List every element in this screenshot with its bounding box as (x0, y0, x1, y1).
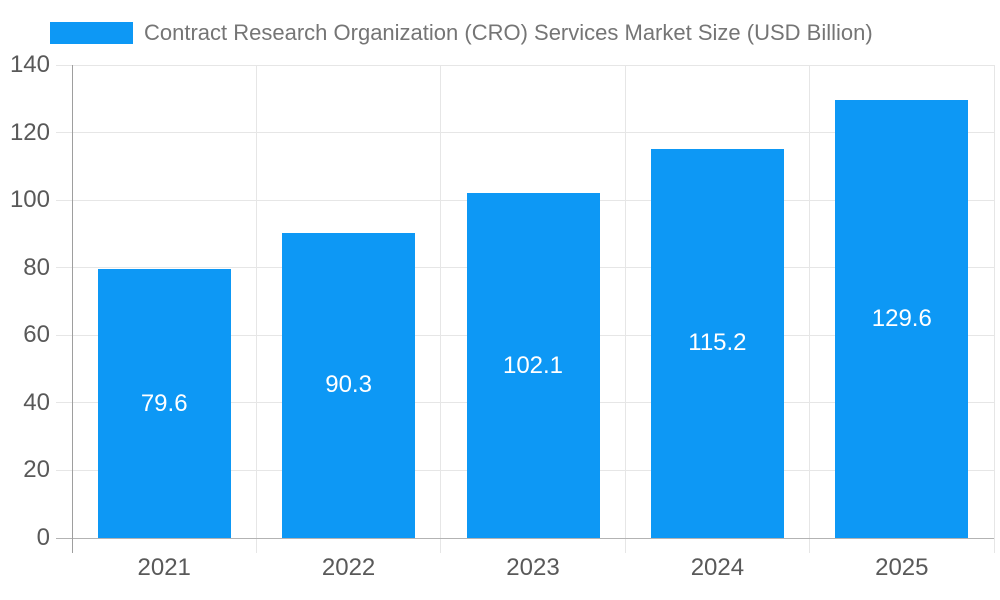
bar-2023: 102.1 (466, 193, 600, 538)
x-axis-tick-label: 2022 (321, 554, 376, 581)
bar-value-label: 129.6 (871, 305, 932, 333)
gridline-x-boundary (993, 65, 995, 553)
x-axis-tick-label: 2024 (690, 554, 745, 581)
gridline-y-120 (56, 132, 994, 134)
bar-2024: 115.2 (650, 148, 784, 538)
y-axis-tick-label: 140 (9, 51, 50, 78)
y-axis-tick-label: 100 (9, 186, 50, 214)
y-axis-tick-label: 0 (36, 524, 50, 551)
x-axis-tick-label: 2021 (137, 554, 191, 581)
y-axis-line (72, 65, 73, 553)
y-axis-tick-label: 80 (23, 253, 50, 281)
y-axis-tick-label: 20 (23, 456, 50, 484)
legend-swatch (50, 22, 133, 44)
y-axis-tick-label: 60 (23, 321, 50, 349)
bar-2021: 79.6 (97, 269, 231, 538)
gridline-x-boundary (624, 65, 626, 553)
bar-value-label: 79.6 (140, 389, 188, 417)
plot-area: 79.6 90.3 102.1 115.2 129.6 (56, 64, 995, 553)
gridline-x-boundary (809, 65, 811, 553)
bar-value-label: 90.3 (325, 371, 372, 399)
legend: Contract Research Organization (CRO) Ser… (50, 20, 873, 46)
gridline-y-140 (56, 64, 994, 66)
bar-value-label: 115.2 (688, 329, 747, 357)
bar-2022: 90.3 (282, 232, 416, 538)
bar-2025: 129.6 (835, 100, 969, 538)
gridline-x-boundary (440, 65, 442, 553)
x-axis-tick-label: 2025 (875, 554, 929, 581)
y-axis-tick-label: 120 (9, 118, 50, 146)
gridline-x-boundary (255, 65, 257, 553)
y-axis-tick-label: 40 (23, 388, 50, 416)
x-axis-tick-label: 2023 (506, 554, 560, 581)
gridline-y-0 (56, 537, 994, 539)
bar-value-label: 102.1 (502, 351, 564, 379)
chart-title: Contract Research Organization (CRO) Ser… (144, 20, 873, 45)
